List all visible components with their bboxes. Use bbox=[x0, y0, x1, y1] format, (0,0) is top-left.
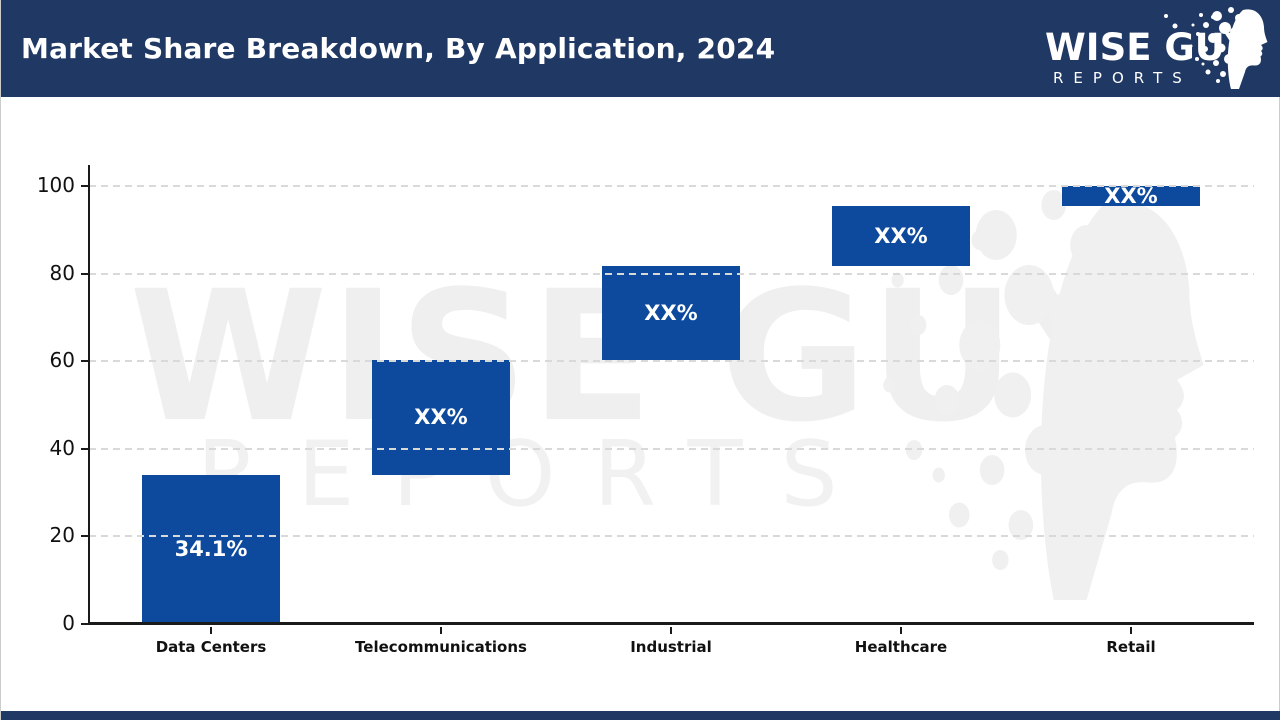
x-tick bbox=[1130, 627, 1132, 634]
grid-line bbox=[89, 360, 1254, 363]
x-tick bbox=[670, 627, 672, 634]
y-tick-label: 100 bbox=[36, 173, 75, 197]
x-tick bbox=[440, 627, 442, 634]
y-tick bbox=[81, 360, 89, 363]
grid-line bbox=[89, 272, 1254, 275]
grid-line bbox=[89, 447, 1254, 450]
x-axis-line bbox=[88, 622, 1254, 625]
y-tick-label: 20 bbox=[49, 523, 75, 548]
bar-value-label: XX% bbox=[414, 405, 468, 430]
x-tick bbox=[210, 627, 212, 634]
header-banner: Market Share Breakdown, By Application, … bbox=[1, 0, 1280, 97]
x-tick-label: Telecommunications bbox=[355, 638, 527, 656]
y-tick bbox=[81, 623, 89, 625]
y-tick-label: 80 bbox=[49, 260, 75, 285]
x-tick-label: Healthcare bbox=[854, 638, 948, 656]
bar-segment: XX% bbox=[1062, 184, 1200, 209]
face-profile-icon bbox=[1227, 8, 1268, 89]
x-tick-label: Data Centers bbox=[155, 638, 267, 656]
y-tick-label: 0 bbox=[62, 611, 75, 635]
y-tick bbox=[81, 447, 89, 450]
bar-value-label: XX% bbox=[874, 224, 928, 249]
y-tick-label: 40 bbox=[49, 435, 75, 460]
bar-value-label: XX% bbox=[1104, 184, 1158, 209]
y-axis-line bbox=[88, 165, 90, 624]
grid-line bbox=[89, 185, 1254, 187]
wiseguy-logo: WISE GUY REPORTS bbox=[1045, 6, 1268, 89]
y-tick bbox=[81, 185, 89, 187]
chart-title: Market Share Breakdown, By Application, … bbox=[21, 32, 776, 65]
y-tick bbox=[81, 272, 89, 275]
bar-segment: XX% bbox=[602, 266, 740, 360]
watermark-subtext: REPORTS bbox=[197, 422, 876, 527]
logo-subtext: REPORTS bbox=[1053, 69, 1192, 87]
grid-line bbox=[89, 535, 1254, 538]
bar-segment: XX% bbox=[832, 206, 970, 267]
x-tick-label: Industrial bbox=[630, 638, 712, 656]
x-tick-label: Retail bbox=[1106, 638, 1156, 656]
bar-segment: XX% bbox=[372, 359, 510, 475]
y-tick bbox=[81, 535, 89, 538]
plot-area: 0 20 40 60 80 100 34.1% Data Centers XX% Telecomm… bbox=[1, 97, 1280, 711]
y-tick-label: 60 bbox=[49, 348, 75, 373]
bar-segment: 34.1% bbox=[142, 474, 280, 624]
bar-value-label: XX% bbox=[644, 301, 698, 325]
x-tick bbox=[900, 627, 902, 634]
bar-value-label: 34.1% bbox=[174, 537, 248, 562]
watermark-face-icon bbox=[883, 190, 1204, 600]
footer-bar bbox=[1, 711, 1280, 720]
